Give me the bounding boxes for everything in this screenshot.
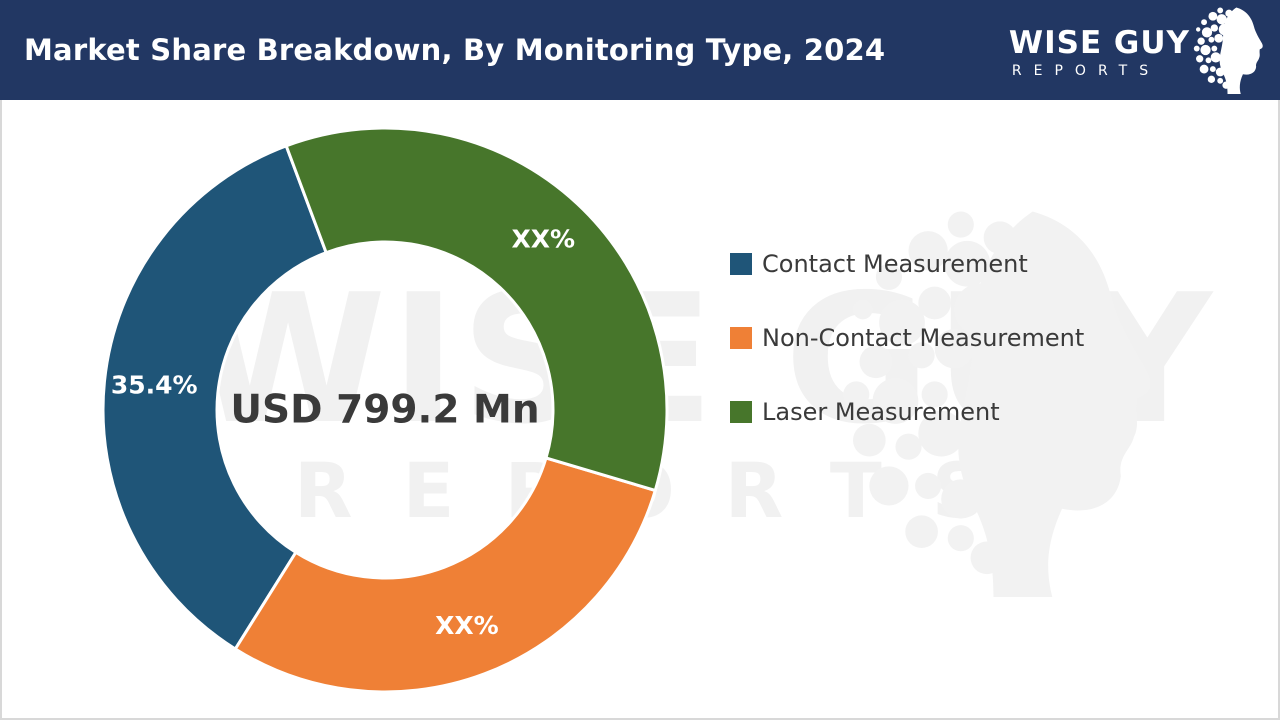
legend-swatch-laser — [730, 401, 752, 423]
logo-text: WISE GUY REPORTS — [1009, 27, 1190, 79]
watermark-face-icon — [843, 211, 1151, 597]
chart-center-value: USD 799.2 Mn — [230, 387, 540, 433]
legend-item-non-contact: Non-Contact Measurement — [730, 324, 1084, 352]
donut-chart: 35.4% XX% XX% — [101, 126, 669, 694]
logo-face-icon — [1193, 7, 1263, 94]
donut-segment-label-non-contact-measurement: XX% — [435, 611, 499, 640]
legend-item-contact: Contact Measurement — [730, 250, 1084, 278]
logo-subtitle: REPORTS — [1011, 62, 1161, 79]
page-title: Market Share Breakdown, By Monitoring Ty… — [24, 33, 886, 67]
logo-wordmark: WISE GUY — [1008, 25, 1190, 62]
donut-segment-label-laser-measurement: XX% — [511, 224, 575, 253]
legend-label-laser: Laser Measurement — [762, 398, 1000, 426]
donut-segment-contact-measurement — [101, 143, 329, 652]
legend-label-contact: Contact Measurement — [762, 250, 1028, 278]
wise-guy-reports-logo: WISE GUY REPORTS — [1009, 6, 1280, 94]
legend-item-laser: Laser Measurement — [730, 398, 1084, 426]
donut-segment-laser-measurement — [284, 126, 669, 493]
legend-swatch-non-contact — [730, 327, 752, 349]
header-bar: Market Share Breakdown, By Monitoring Ty… — [0, 0, 1280, 100]
donut-segment-label-contact-measurement: 35.4% — [111, 371, 198, 400]
donut-segment-non-contact-measurement — [233, 456, 658, 694]
legend-swatch-contact — [730, 253, 752, 275]
chart-legend: Contact Measurement Non-Contact Measurem… — [730, 250, 1084, 426]
legend-label-non-contact: Non-Contact Measurement — [762, 324, 1085, 352]
